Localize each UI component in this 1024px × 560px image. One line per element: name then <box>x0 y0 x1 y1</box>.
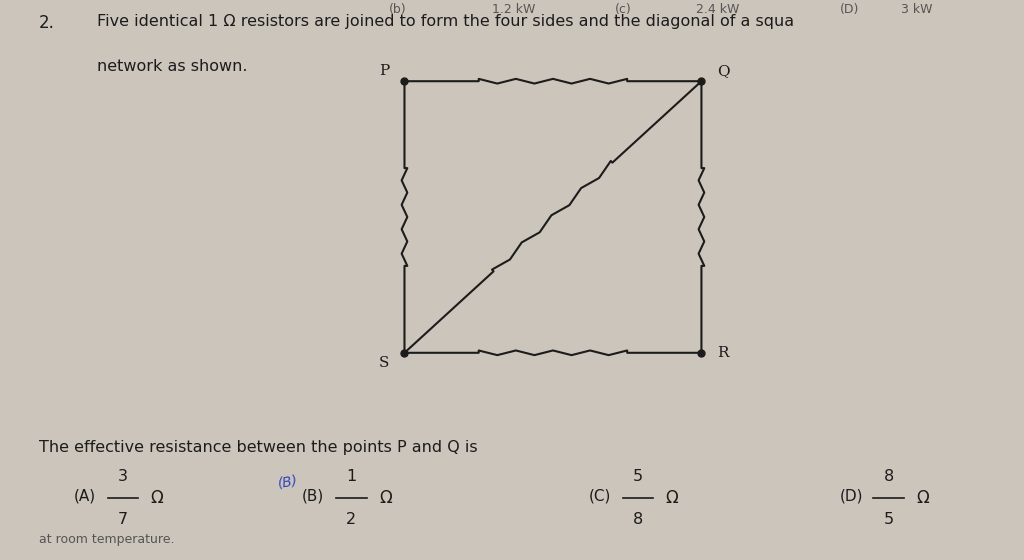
Text: (D): (D) <box>840 488 863 503</box>
Text: (A): (A) <box>74 488 96 503</box>
Text: S: S <box>379 356 389 370</box>
Text: 1: 1 <box>346 469 356 484</box>
Text: Ω: Ω <box>916 489 929 507</box>
Text: (b): (b) <box>389 3 407 16</box>
Text: 7: 7 <box>118 512 128 528</box>
Text: 2.4 kW: 2.4 kW <box>696 3 739 16</box>
Text: Five identical 1 Ω resistors are joined to form the four sides and the diagonal : Five identical 1 Ω resistors are joined … <box>97 14 795 29</box>
Text: P: P <box>379 64 389 78</box>
Text: network as shown.: network as shown. <box>97 59 248 74</box>
Text: 3: 3 <box>118 469 128 484</box>
Text: 8: 8 <box>884 469 894 484</box>
Text: 5: 5 <box>633 469 643 484</box>
Text: 2: 2 <box>346 512 356 528</box>
Text: at room temperature.: at room temperature. <box>39 533 174 546</box>
Text: (B): (B) <box>276 473 299 491</box>
Text: The effective resistance between the points P and Q is: The effective resistance between the poi… <box>39 440 477 455</box>
Text: Ω: Ω <box>666 489 678 507</box>
Text: 3 kW: 3 kW <box>901 3 933 16</box>
Text: (C): (C) <box>589 488 611 503</box>
Text: (D): (D) <box>840 3 859 16</box>
Text: (c): (c) <box>614 3 631 16</box>
Text: (B): (B) <box>302 488 325 503</box>
Text: 1.2 kW: 1.2 kW <box>492 3 535 16</box>
Text: 5: 5 <box>884 512 894 528</box>
Text: Ω: Ω <box>151 489 163 507</box>
Text: Ω: Ω <box>379 489 391 507</box>
Text: 2.: 2. <box>39 14 55 32</box>
Text: 8: 8 <box>633 512 643 528</box>
Text: Q: Q <box>717 64 729 78</box>
Text: R: R <box>717 346 728 360</box>
